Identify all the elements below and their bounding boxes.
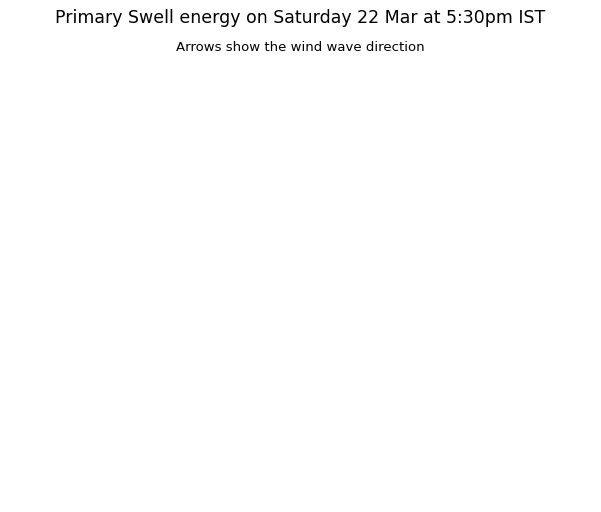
Text: Primary Swell energy on Saturday 22 Mar at 5:30pm IST: Primary Swell energy on Saturday 22 Mar … (55, 9, 546, 27)
Text: Arrows show the wind wave direction: Arrows show the wind wave direction (176, 40, 425, 54)
Text: Cartopy required for map rendering: Cartopy required for map rendering (152, 277, 449, 295)
